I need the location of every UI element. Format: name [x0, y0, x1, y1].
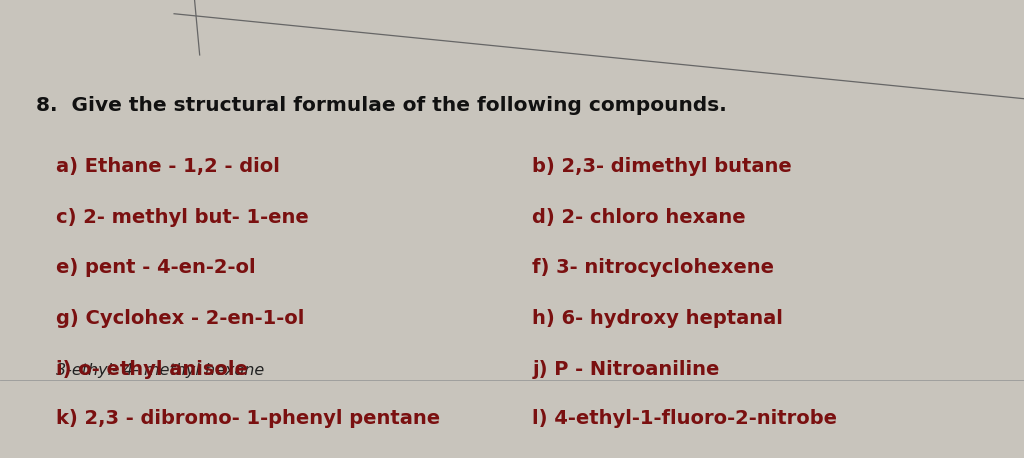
Text: c) 2- methyl but- 1-ene: c) 2- methyl but- 1-ene [56, 208, 309, 227]
Text: 8.  Give the structural formulae of the following compounds.: 8. Give the structural formulae of the f… [36, 96, 727, 115]
Text: f) 3- nitrocyclohexene: f) 3- nitrocyclohexene [532, 258, 774, 278]
Text: l) 4-ethyl-1-fluoro-2-nitrobe: l) 4-ethyl-1-fluoro-2-nitrobe [532, 409, 838, 428]
Text: g) Cyclohex - 2-en-1-ol: g) Cyclohex - 2-en-1-ol [56, 309, 305, 328]
Text: a) Ethane - 1,2 - diol: a) Ethane - 1,2 - diol [56, 157, 281, 176]
Text: e) pent - 4-en-2-ol: e) pent - 4-en-2-ol [56, 258, 256, 278]
Text: i) o- ethyl anisole: i) o- ethyl anisole [56, 360, 248, 379]
Text: k) 2,3 - dibromo- 1-phenyl pentane: k) 2,3 - dibromo- 1-phenyl pentane [56, 409, 440, 428]
Text: d) 2- chloro hexane: d) 2- chloro hexane [532, 208, 746, 227]
Text: b) 2,3- dimethyl butane: b) 2,3- dimethyl butane [532, 157, 793, 176]
Text: 3-ethyl- 4- methyl hexane: 3-ethyl- 4- methyl hexane [56, 363, 264, 378]
Text: h) 6- hydroxy heptanal: h) 6- hydroxy heptanal [532, 309, 783, 328]
Text: j) P - Nitroaniline: j) P - Nitroaniline [532, 360, 720, 379]
